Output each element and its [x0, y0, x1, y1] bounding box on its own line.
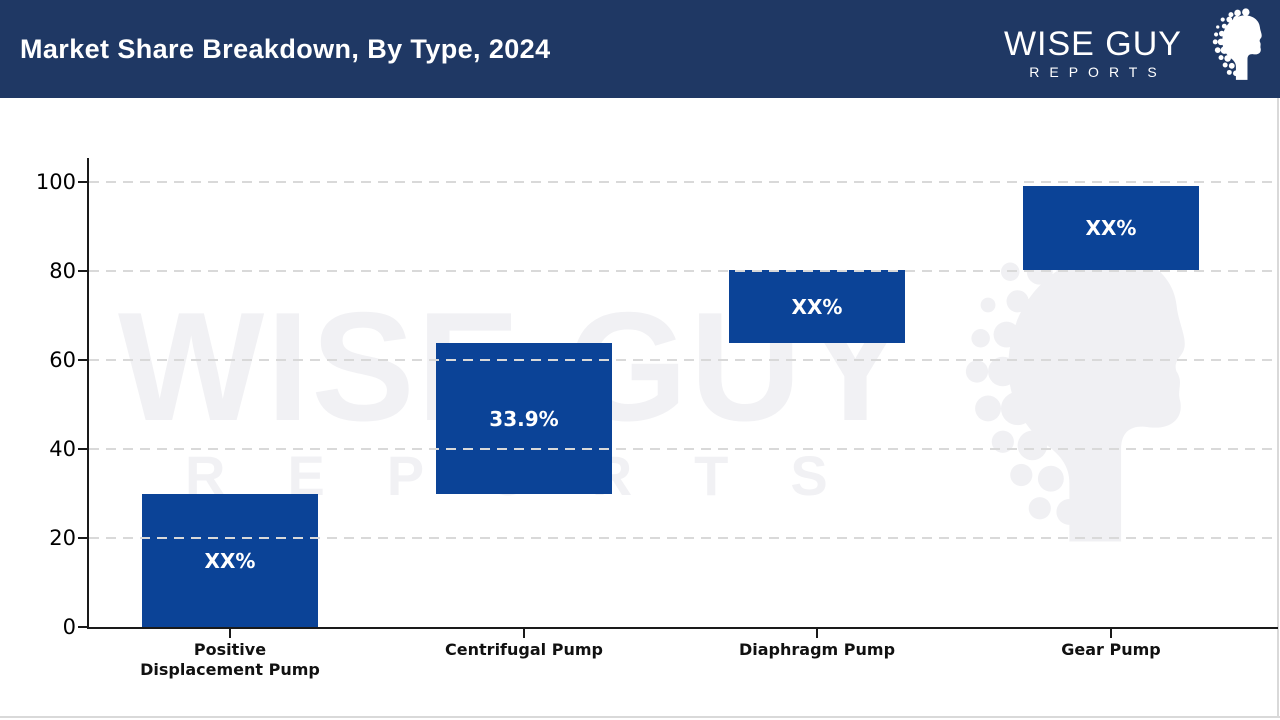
x-category-label: Centrifugal Pump	[374, 640, 674, 660]
y-axis-line	[87, 158, 89, 629]
y-tick-label: 40	[49, 437, 76, 461]
y-tick-mark	[78, 181, 87, 183]
x-axis-line	[87, 627, 1278, 629]
y-tick-mark	[78, 537, 87, 539]
logo-subtext: REPORTS	[1029, 64, 1167, 80]
y-tick-label: 60	[49, 348, 76, 372]
header: Market Share Breakdown, By Type, 2024 WI…	[0, 0, 1280, 98]
logo-text: WISE GUY REPORTS	[1004, 26, 1182, 80]
grid-line	[89, 448, 1277, 450]
border-right	[1277, 98, 1279, 718]
x-category-label-line: Centrifugal Pump	[445, 640, 603, 659]
x-category-label-line: Displacement Pump	[140, 660, 320, 679]
x-tick-mark	[816, 629, 818, 638]
bar: XX%	[142, 494, 318, 628]
y-tick-mark	[78, 626, 87, 628]
grid-line	[89, 270, 1277, 272]
x-category-label: Diaphragm Pump	[667, 640, 967, 660]
grid-line	[89, 537, 1277, 539]
bar: XX%	[729, 270, 905, 343]
head-profile-icon	[1212, 8, 1262, 80]
bar: 33.9%	[436, 343, 612, 494]
bar-value-label: 33.9%	[489, 406, 559, 431]
grid-line	[89, 359, 1277, 361]
x-tick-mark	[229, 629, 231, 638]
bar: XX%	[1023, 186, 1199, 270]
x-tick-mark	[523, 629, 525, 638]
border-bottom	[0, 716, 1280, 718]
bar-value-label: XX%	[791, 294, 843, 319]
bar-value-label: XX%	[1085, 216, 1137, 240]
x-category-label: Gear Pump	[961, 640, 1261, 660]
y-tick-label: 20	[49, 526, 76, 550]
x-tick-mark	[1110, 629, 1112, 638]
logo-wordmark: WISE GUY	[1003, 25, 1182, 63]
bar-value-label: XX%	[204, 549, 256, 573]
grid-line	[89, 181, 1277, 183]
y-tick-mark	[78, 448, 87, 450]
x-category-label: Positive Displacement Pump	[80, 640, 380, 680]
x-category-label-line: Diaphragm Pump	[738, 640, 896, 659]
x-category-label-line: Gear Pump	[1061, 640, 1161, 659]
y-tick-mark	[78, 359, 87, 361]
y-tick-label: 80	[49, 259, 76, 283]
chart-title: Market Share Breakdown, By Type, 2024	[20, 33, 551, 64]
x-category-label-line: Positive	[193, 640, 267, 659]
y-tick-label: 100	[35, 170, 76, 194]
y-tick-label: 0	[62, 615, 76, 639]
y-tick-mark	[78, 270, 87, 272]
wiseguy-logo: WISE GUY REPORTS	[1004, 6, 1264, 86]
